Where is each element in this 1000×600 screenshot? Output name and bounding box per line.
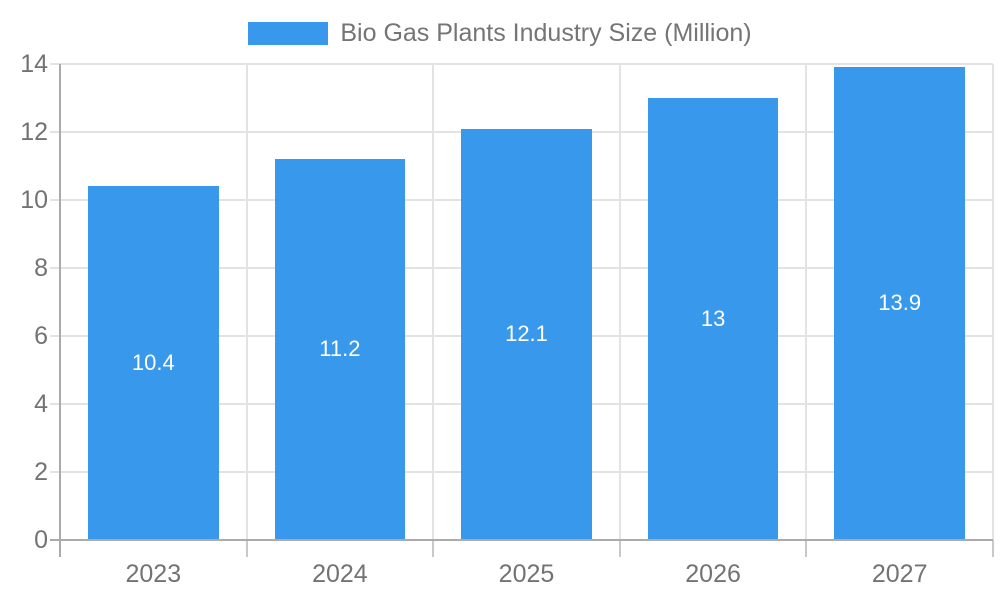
x-axis-tick	[618, 540, 621, 557]
gridline-vertical	[618, 64, 621, 540]
bar-value-label: 10.4	[131, 349, 175, 375]
y-tick-label: 6	[34, 322, 48, 350]
bar[interactable]: 10.4	[87, 186, 219, 539]
legend: Bio Gas Plants Industry Size (Million)	[0, 18, 1000, 48]
y-axis-line	[59, 64, 61, 557]
gridline-vertical	[992, 64, 994, 540]
y-tick-label: 10	[20, 186, 48, 214]
x-tick-label: 2024	[312, 560, 368, 588]
y-tick-label: 12	[20, 118, 48, 146]
x-tick-label: 2027	[871, 560, 928, 588]
bar-value-label: 11.2	[319, 336, 361, 362]
bar-value-label: 13	[700, 305, 726, 331]
x-axis-tick	[992, 540, 994, 557]
x-axis-line	[50, 539, 993, 541]
y-tick-label: 4	[34, 390, 48, 418]
bar[interactable]: 13	[647, 98, 779, 539]
legend-swatch	[248, 21, 329, 45]
y-tick-label: 0	[34, 526, 48, 554]
bar[interactable]: 11.2	[274, 159, 406, 539]
x-tick-label: 2023	[125, 560, 182, 588]
bar[interactable]: 12.1	[461, 128, 592, 539]
bar-value-label: 13.9	[878, 290, 922, 316]
gridline-vertical	[432, 64, 435, 540]
gridline-vertical	[805, 64, 808, 540]
x-tick-label: 2026	[685, 560, 741, 588]
bar[interactable]: 13.9	[834, 67, 965, 539]
y-tick-label: 2	[34, 458, 48, 486]
x-axis-tick	[245, 540, 248, 557]
x-axis-tick	[432, 540, 435, 557]
legend-label: Bio Gas Plants Industry Size (Million)	[340, 18, 752, 47]
x-axis-tick	[805, 540, 808, 557]
y-tick-label: 14	[20, 50, 48, 78]
gridline-vertical	[245, 64, 248, 540]
y-tick-label: 8	[34, 254, 48, 282]
bar-value-label: 12.1	[505, 320, 548, 346]
x-tick-label: 2025	[498, 560, 555, 588]
gridline-horizontal	[50, 63, 993, 65]
